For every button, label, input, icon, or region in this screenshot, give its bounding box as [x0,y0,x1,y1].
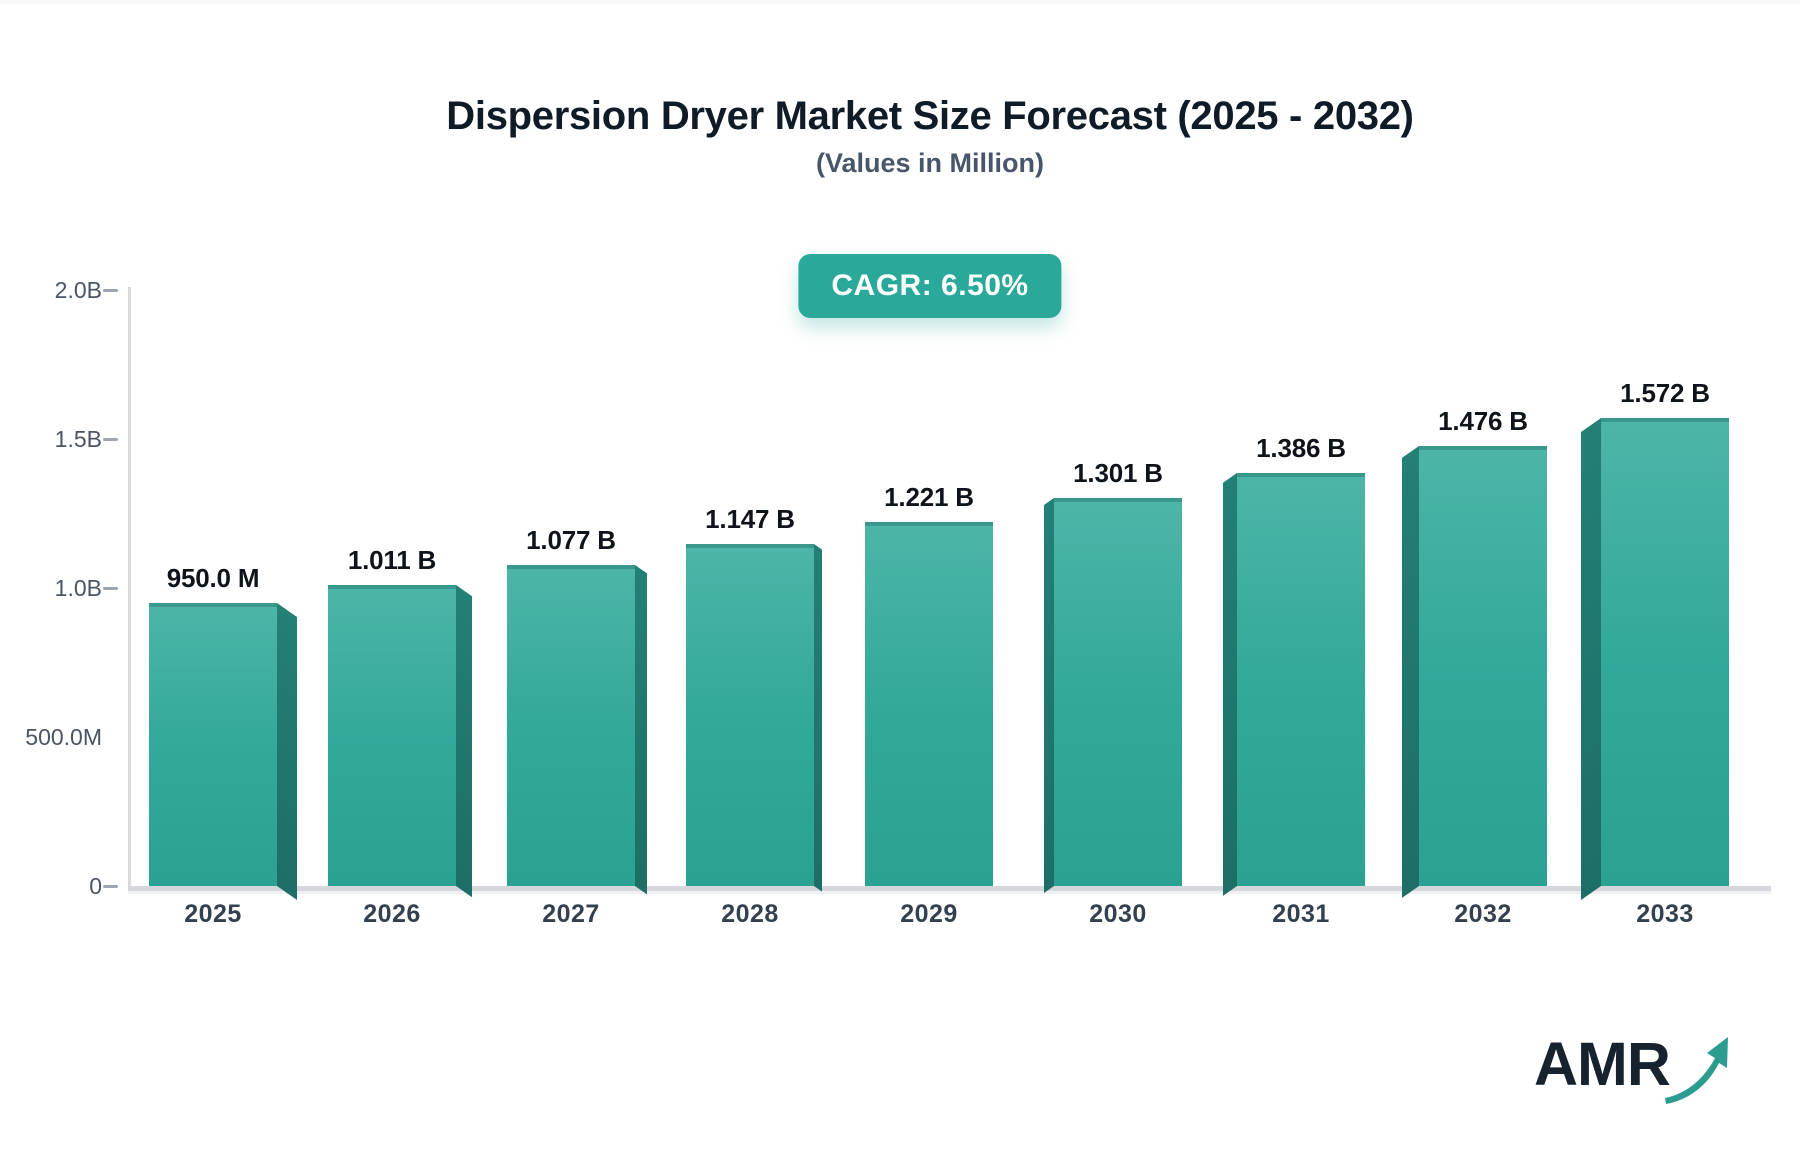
bar-side-face-2026 [456,584,472,898]
bar-2030 [1054,498,1182,886]
bar-2028 [686,544,814,886]
bar-value-label-2026: 1.011 B [347,544,437,575]
x-axis-label-2025: 2025 [184,900,242,928]
y-axis-tick-mark [103,438,118,441]
x-axis-label-2031: 2031 [1272,900,1330,928]
y-axis-line [128,287,131,888]
y-axis-tick-label: 1.0B [54,575,102,601]
bar-value-label-2025: 950.0 M [166,562,260,593]
y-axis-tick-mark [103,289,118,292]
bar-value-label-2033: 1.572 B [1620,377,1710,408]
y-axis-tick-label: 500.0M [25,724,102,750]
x-axis-label-2029: 2029 [900,900,958,928]
x-axis-label-2033: 2033 [1636,900,1694,928]
x-axis-baseline [128,886,1771,891]
x-axis-label-2028: 2028 [721,900,779,928]
bar-value-label-2031: 1.386 B [1256,432,1346,463]
bar-2029 [865,522,993,886]
y-axis-tick-mark [103,885,118,888]
bar-side-face-2028 [814,544,822,892]
bar-value-label-2028: 1.147 B [705,504,795,535]
bar-2026 [328,584,456,886]
bar-2033 [1601,417,1729,886]
x-axis-label-2026: 2026 [363,900,421,928]
page-top-edge [0,0,1800,4]
x-axis-label-2030: 2030 [1089,900,1147,928]
bar-value-label-2029: 1.221 B [884,482,974,513]
growth-arrow-icon [1664,1037,1728,1104]
bar-value-label-2030: 1.301 B [1073,458,1163,489]
bar-side-face-2027 [635,565,647,895]
x-axis-label-2032: 2032 [1454,900,1512,928]
bar-2027 [507,565,635,886]
bar-side-face-2033 [1581,417,1601,900]
chart-title: Dispersion Dryer Market Size Forecast (2… [446,94,1414,138]
bar-side-face-2025 [277,602,297,900]
brand-logo-text: AMR [1534,1030,1671,1098]
chart-subtitle: (Values in Million) [815,148,1045,178]
bar-2031 [1237,472,1365,886]
brand-logo: AMR [1534,1032,1730,1108]
bar-2025 [149,602,277,886]
bar-value-label-2027: 1.077 B [526,525,616,556]
y-axis-tick-label: 0 [89,873,102,899]
cagr-badge: CAGR: 6.50% [798,254,1062,318]
bar-value-label-2032: 1.476 B [1438,406,1528,437]
y-axis-tick-mark [103,587,118,590]
bar-side-face-2031 [1223,472,1237,896]
bar-2032 [1419,446,1547,886]
bar-side-face-2032 [1402,446,1419,898]
x-axis-label-2027: 2027 [542,900,600,928]
bar-side-face-2030 [1044,498,1054,893]
y-axis-tick-label: 2.0B [54,277,102,303]
y-axis-tick-label: 1.5B [54,426,102,452]
